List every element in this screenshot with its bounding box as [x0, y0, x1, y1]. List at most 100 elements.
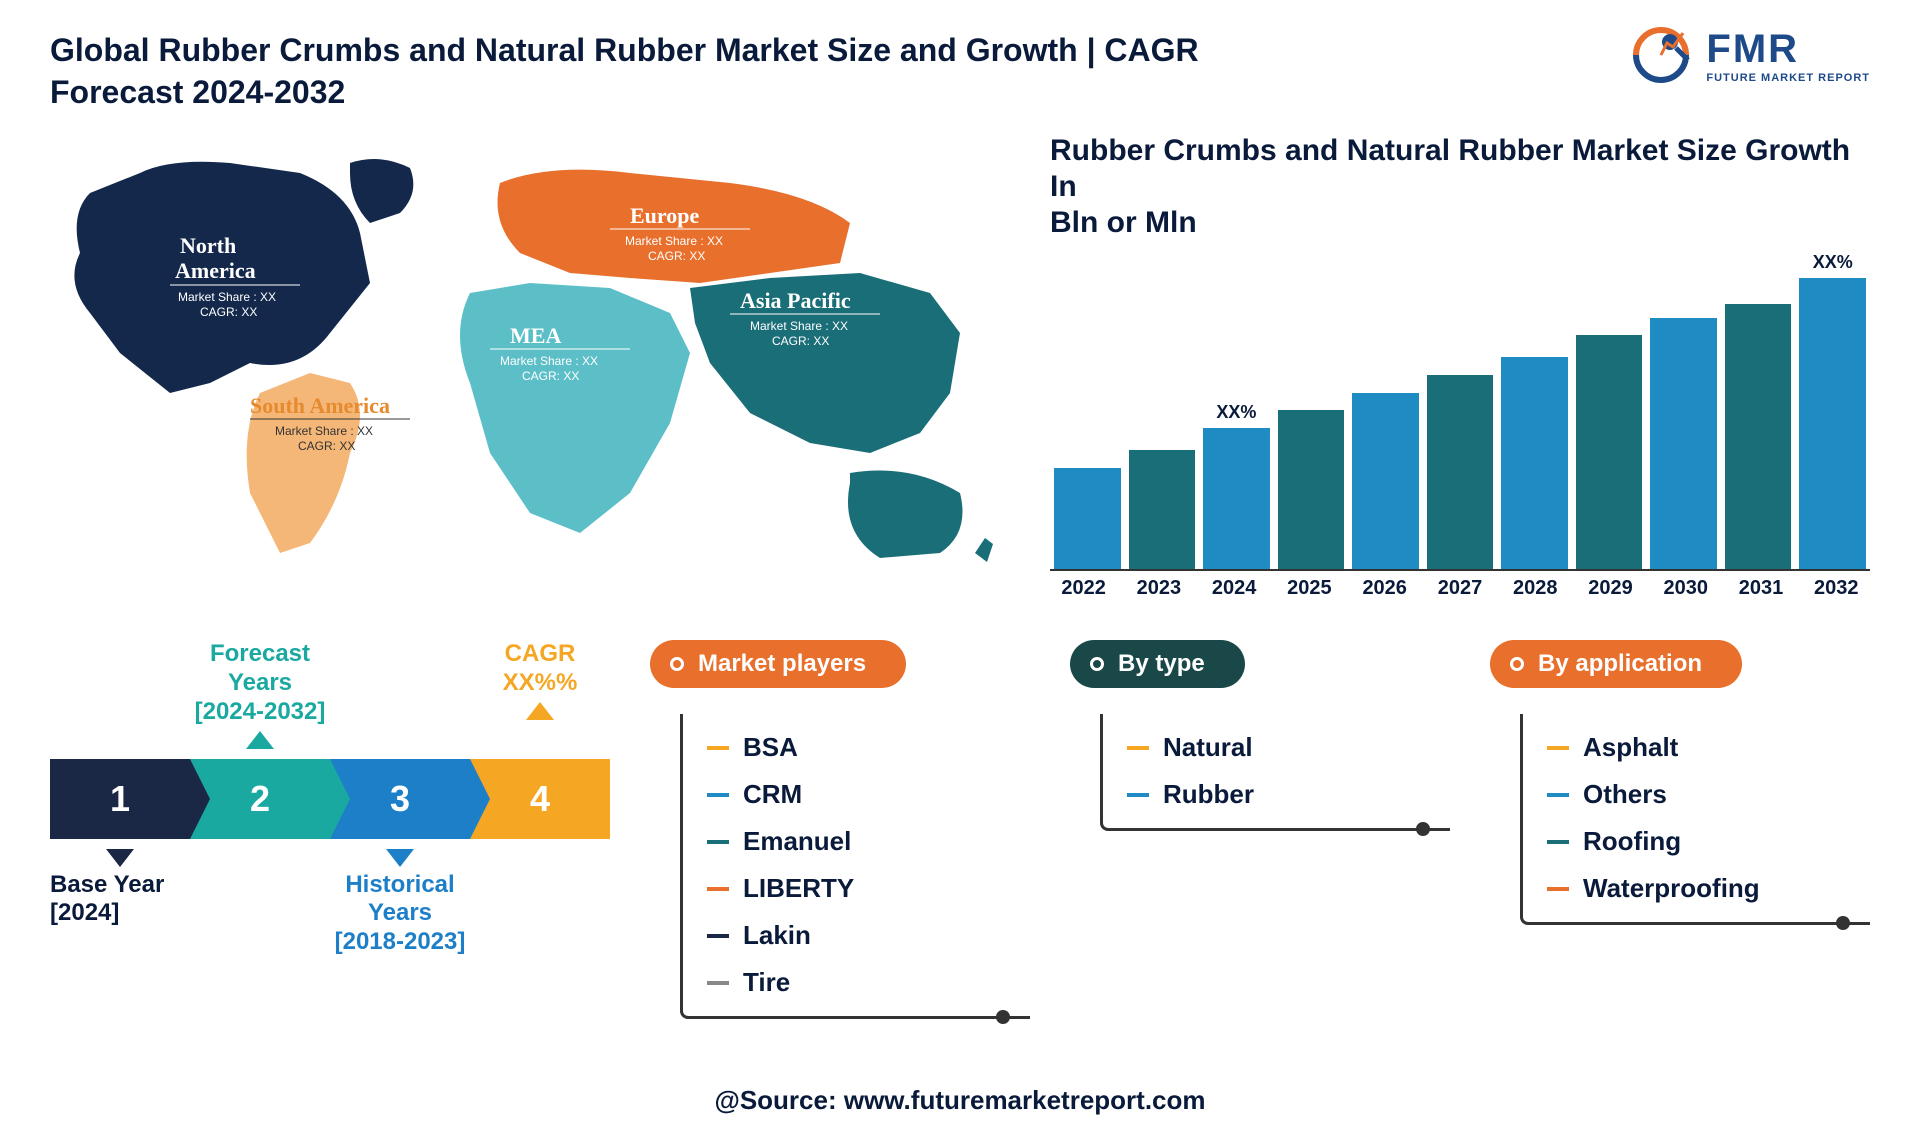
- title-line1: Global Rubber Crumbs and Natural Rubber …: [50, 32, 1199, 68]
- infographic-title: Global Rubber Crumbs and Natural Rubber …: [50, 30, 1450, 113]
- by-type-title: By type: [1118, 650, 1205, 678]
- bullet-icon: [1510, 657, 1524, 671]
- sa-label: South America: [250, 393, 390, 418]
- region-nz: [975, 538, 993, 562]
- world-map: North America Market Share : XX CAGR: XX…: [50, 133, 1010, 573]
- greenland: [350, 159, 413, 223]
- list-item: Asphalt: [1523, 724, 1870, 771]
- bar-rect: [1725, 304, 1792, 569]
- mea-share: Market Share : XX: [500, 354, 598, 368]
- eu-share: Market Share : XX: [625, 234, 723, 248]
- market-players-pill: Market players: [650, 640, 906, 688]
- title-line2: Forecast 2024-2032: [50, 74, 345, 110]
- tick-icon: [707, 840, 729, 844]
- year-label: 2023: [1125, 577, 1192, 600]
- bar-rect: XX%: [1799, 278, 1866, 569]
- na-cagr: CAGR: XX: [200, 305, 257, 319]
- timeline-seg-3: 3: [330, 759, 470, 839]
- tick-icon: [1547, 840, 1569, 844]
- hist-range: [2018-2023]: [330, 928, 470, 957]
- list-item-label: Lakin: [743, 920, 811, 951]
- bar-rect: [1427, 375, 1494, 569]
- bar-2026: [1352, 393, 1419, 569]
- market-players-block: Market players BSA CRM Emanuel LIBERTY Lakin…: [650, 640, 1030, 1019]
- list-item: CRM: [683, 771, 1030, 818]
- year-label: 2024: [1201, 577, 1268, 600]
- by-application-block: By application AsphaltOthersRoofingWater…: [1490, 640, 1870, 925]
- by-application-title: By application: [1538, 650, 1702, 678]
- bar-top-label: XX%: [1813, 252, 1853, 273]
- market-size-bar-chart: Rubber Crumbs and Natural Rubber Market …: [1050, 133, 1870, 600]
- list-item: Roofing: [1523, 818, 1870, 865]
- forecast-range: [2024-2032]: [190, 698, 330, 727]
- bar-2028: [1501, 357, 1568, 569]
- list-item-label: Asphalt: [1583, 732, 1678, 763]
- logo-sub-text: FUTURE MARKET REPORT: [1706, 72, 1870, 84]
- list-item: Others: [1523, 771, 1870, 818]
- logo-main-text: FMR: [1706, 27, 1870, 72]
- year-label: 2026: [1351, 577, 1418, 600]
- ap-share: Market Share : XX: [750, 319, 848, 333]
- list-item-label: Others: [1583, 779, 1667, 810]
- timeline-bar: 1 2 3 4: [50, 759, 610, 839]
- list-item-label: Natural: [1163, 732, 1253, 763]
- bar-2023: [1129, 450, 1196, 569]
- year-label: 2022: [1050, 577, 1117, 600]
- timeline-seg-1: 1: [50, 759, 190, 839]
- list-item-label: LIBERTY: [743, 873, 854, 904]
- bar-rect: [1352, 393, 1419, 569]
- year-label: 2027: [1426, 577, 1493, 600]
- bar-2025: [1278, 410, 1345, 569]
- arrow-up-icon: [246, 731, 274, 749]
- bar-rect: [1501, 357, 1568, 569]
- forecast-label: Forecast Years: [190, 640, 330, 698]
- cagr-label: CAGR: [470, 640, 610, 669]
- list-item: Tire: [683, 959, 1030, 1006]
- chart-title: Rubber Crumbs and Natural Rubber Market …: [1050, 133, 1870, 241]
- arrow-down-icon: [386, 849, 414, 867]
- fmr-logo-icon: [1626, 20, 1696, 90]
- by-application-list: AsphaltOthersRoofingWaterproofing: [1520, 714, 1870, 925]
- year-label: 2028: [1502, 577, 1569, 600]
- eu-cagr: CAGR: XX: [648, 249, 705, 263]
- list-item-label: BSA: [743, 732, 798, 763]
- list-item-label: CRM: [743, 779, 802, 810]
- sa-cagr: CAGR: XX: [298, 439, 355, 453]
- year-label: 2025: [1276, 577, 1343, 600]
- year-label: 2031: [1727, 577, 1794, 600]
- bar-rect: [1278, 410, 1345, 569]
- arrow-up-icon: [526, 702, 554, 720]
- cagr-value: XX%%: [470, 669, 610, 698]
- market-players-title: Market players: [698, 650, 866, 678]
- list-item: BSA: [683, 724, 1030, 771]
- list-item-label: Tire: [743, 967, 790, 998]
- hist-label: Historical Years: [330, 871, 470, 929]
- tick-icon: [1127, 793, 1149, 797]
- tick-icon: [1547, 887, 1569, 891]
- tick-icon: [1127, 746, 1149, 750]
- tick-icon: [707, 746, 729, 750]
- bar-2029: [1576, 335, 1643, 569]
- bar-top-label: XX%: [1216, 402, 1256, 423]
- bar-rect: [1650, 318, 1717, 569]
- list-item-label: Roofing: [1583, 826, 1681, 857]
- bar-rect: XX%: [1203, 428, 1270, 569]
- bullet-icon: [670, 657, 684, 671]
- list-item: Natural: [1103, 724, 1450, 771]
- list-item: Rubber: [1103, 771, 1450, 818]
- mea-label: MEA: [510, 323, 561, 348]
- tick-icon: [707, 887, 729, 891]
- tick-icon: [707, 934, 729, 938]
- na-label2: America: [175, 258, 256, 283]
- region-mea: [460, 283, 690, 533]
- ap-label: Asia Pacific: [740, 288, 851, 313]
- tick-icon: [1547, 746, 1569, 750]
- bar-rect: [1054, 468, 1121, 569]
- bar-2022: [1054, 468, 1121, 569]
- mea-cagr: CAGR: XX: [522, 369, 579, 383]
- base-year-label: Base Year: [50, 871, 190, 900]
- list-item-label: Rubber: [1163, 779, 1254, 810]
- bar-rect: [1576, 335, 1643, 569]
- bar-rect: [1129, 450, 1196, 569]
- list-item: Emanuel: [683, 818, 1030, 865]
